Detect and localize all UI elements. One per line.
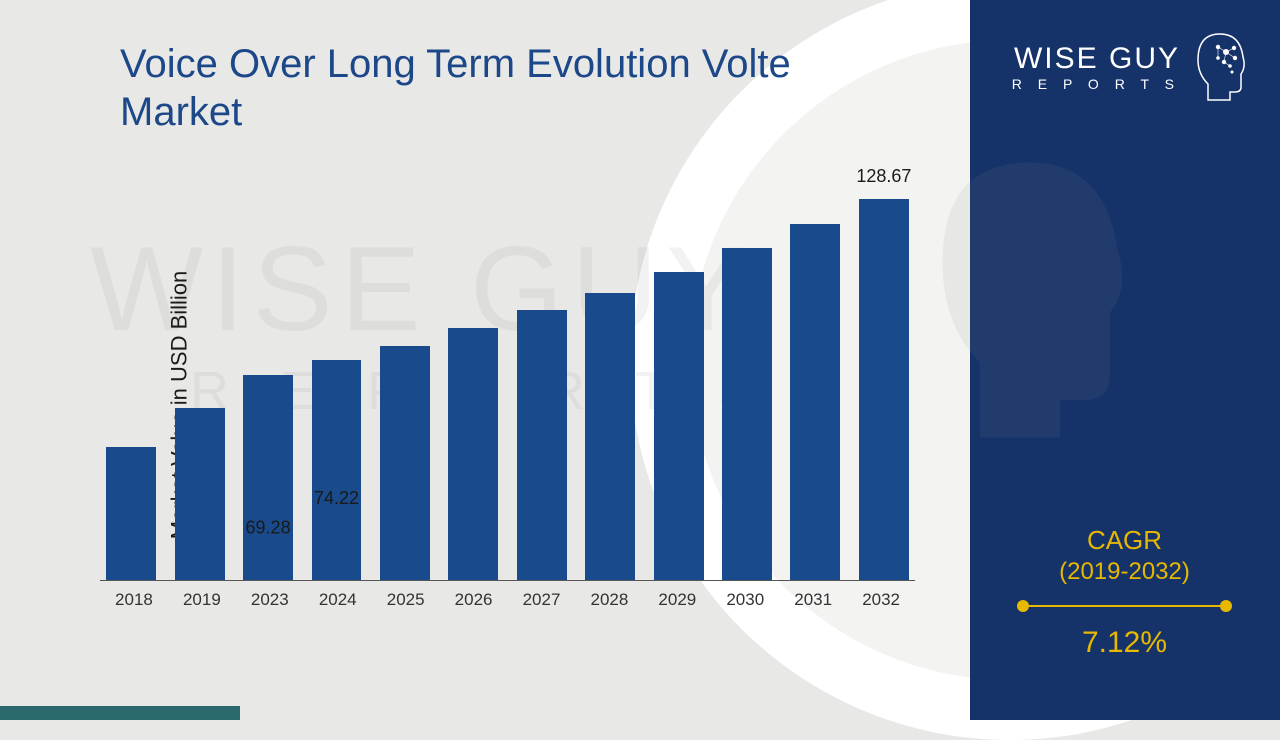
- bar-wrap: [784, 224, 846, 580]
- bar-wrap: [168, 408, 230, 580]
- bar: [517, 310, 567, 580]
- x-tick: 2026: [440, 590, 508, 610]
- bar-wrap: [647, 272, 709, 580]
- bar: [859, 199, 909, 580]
- bar: [380, 346, 430, 580]
- cagr-value: 7.12%: [1017, 626, 1232, 660]
- cagr-box: CAGR (2019-2032) 7.12%: [1017, 525, 1232, 660]
- x-tick: 2027: [508, 590, 576, 610]
- bar-wrap: [579, 293, 641, 580]
- bar-wrap: [100, 447, 162, 580]
- bar-wrap: [442, 328, 504, 580]
- x-tick: 2023: [236, 590, 304, 610]
- cagr-dot-right: [1220, 600, 1232, 612]
- cagr-underline: [1029, 605, 1220, 607]
- bar-plot: 69.28 74.22 128.67: [100, 180, 915, 580]
- bottom-accent-bar: [0, 706, 240, 720]
- bar-value-label: 69.28: [237, 517, 299, 538]
- bar: [790, 224, 840, 580]
- cagr-dot-left: [1017, 600, 1029, 612]
- bar-wrap: [511, 310, 573, 580]
- logo: WISE GUY R E P O R T S: [1012, 32, 1250, 102]
- x-axis-labels: 2018201920232024202520262027202820292030…: [100, 590, 915, 610]
- bar: [175, 408, 225, 580]
- bar-value-label: 74.22: [305, 488, 367, 509]
- x-axis-line: [100, 580, 915, 581]
- cagr-label: CAGR: [1017, 525, 1232, 556]
- bar: [654, 272, 704, 580]
- x-tick: 2025: [372, 590, 440, 610]
- x-tick: 2031: [779, 590, 847, 610]
- x-tick: 2028: [575, 590, 643, 610]
- bar-value-label: 128.67: [853, 166, 915, 187]
- bar-wrap: 74.22: [305, 360, 367, 580]
- x-tick: 2019: [168, 590, 236, 610]
- cagr-divider: [1017, 600, 1232, 612]
- bar: [585, 293, 635, 580]
- logo-main-text: WISE GUY: [1012, 42, 1180, 76]
- bar-wrap: 128.67: [853, 199, 915, 580]
- bar-wrap: 69.28: [237, 375, 299, 580]
- bar: [312, 360, 362, 580]
- x-tick: 2030: [711, 590, 779, 610]
- bar: [448, 328, 498, 580]
- bar-wrap: [716, 248, 778, 580]
- cagr-period: (2019-2032): [1017, 558, 1232, 586]
- x-tick: 2024: [304, 590, 372, 610]
- bar: [722, 248, 772, 580]
- chart-area: Market Value in USD Billion 69.2874.2212…: [45, 180, 915, 630]
- logo-head-icon: [1190, 32, 1250, 102]
- logo-sub-text: R E P O R T S: [1012, 76, 1180, 92]
- bar: [106, 447, 156, 580]
- bar: [243, 375, 293, 580]
- x-tick: 2029: [643, 590, 711, 610]
- x-tick: 2018: [100, 590, 168, 610]
- x-tick: 2032: [847, 590, 915, 610]
- bar-wrap: [374, 346, 436, 580]
- page-title: Voice Over Long Term Evolution Volte Mar…: [120, 40, 800, 136]
